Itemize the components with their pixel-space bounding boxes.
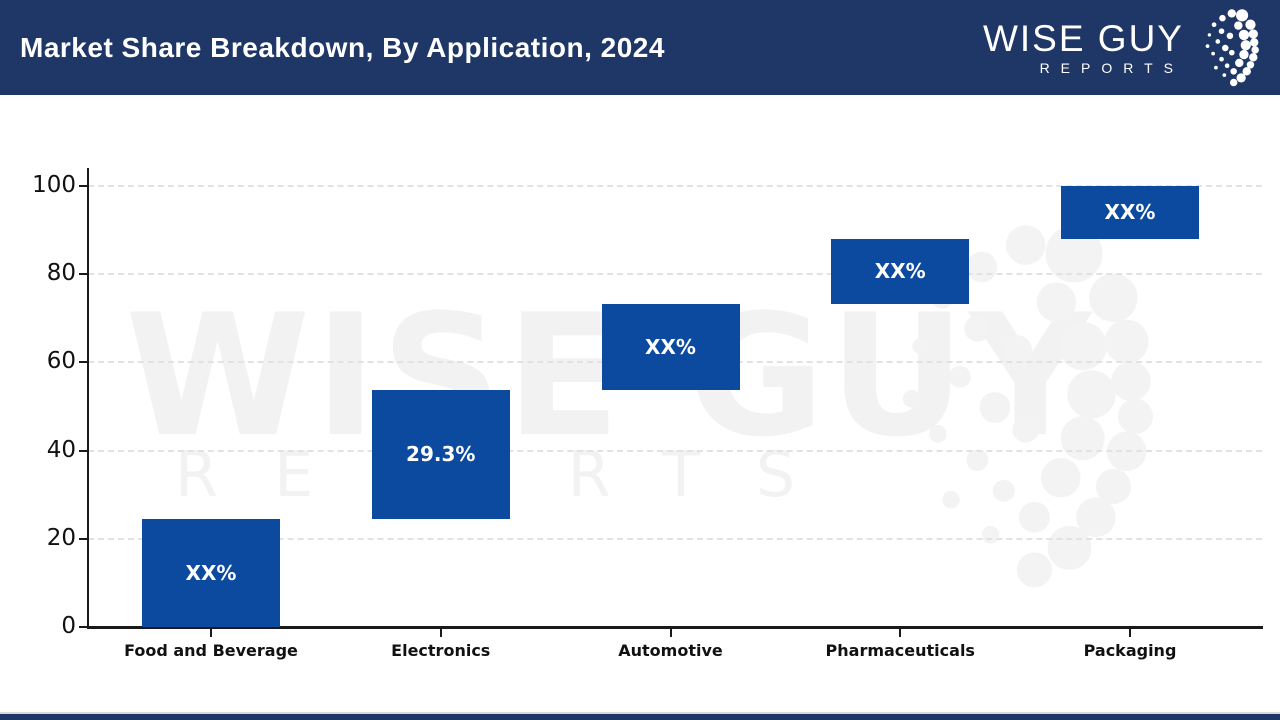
x-category-label: Pharmaceuticals bbox=[825, 641, 975, 660]
logo-head-icon bbox=[1205, 8, 1259, 86]
logo-text: WISE GUY REPORTS bbox=[983, 20, 1184, 76]
waterfall-bar-2: 29.3% bbox=[371, 389, 510, 519]
gridline-y-40 bbox=[88, 449, 1262, 452]
footer-divider bbox=[0, 712, 1280, 714]
logo-subtext: REPORTS bbox=[1039, 59, 1184, 76]
gridline-y-20 bbox=[88, 537, 1262, 540]
y-axis-tick-label: 80 bbox=[46, 260, 76, 287]
footer-bar bbox=[0, 714, 1280, 720]
x-category-label: Packaging bbox=[1083, 641, 1177, 660]
x-axis-tick-mark bbox=[210, 629, 212, 637]
y-axis-tick-label: 100 bbox=[32, 172, 76, 198]
x-axis-line bbox=[87, 626, 1263, 629]
chart-title: Market Share Breakdown, By Application, … bbox=[20, 31, 665, 63]
gridline-y-80 bbox=[88, 273, 1262, 276]
x-category-label: Food and Beverage bbox=[124, 641, 298, 660]
bar-value-label: XX% bbox=[645, 334, 696, 359]
logo-wordmark: WISE GUY bbox=[982, 17, 1184, 59]
y-axis-tick-mark bbox=[79, 537, 88, 540]
bar-value-label: XX% bbox=[874, 259, 926, 284]
y-axis-tick-mark bbox=[79, 185, 88, 187]
chart-area: 0 20 40 60 80 100 XX% Food and Beverage 29.3% Ele… bbox=[0, 95, 1280, 715]
waterfall-bar-4: XX% bbox=[831, 238, 970, 304]
x-axis-tick-mark bbox=[1129, 629, 1131, 637]
waterfall-bar-1: XX% bbox=[142, 518, 280, 627]
y-axis-tick-label: 40 bbox=[46, 436, 76, 463]
gridline-y-100 bbox=[88, 185, 1262, 187]
wise-guy-reports-logo: WISE GUY REPORTS bbox=[983, 0, 1266, 95]
x-category-label: Automotive bbox=[618, 641, 723, 660]
bar-value-label: XX% bbox=[1104, 200, 1156, 225]
bar-value-label: XX% bbox=[185, 560, 237, 585]
y-axis-tick-mark bbox=[79, 361, 88, 364]
x-axis-tick-mark bbox=[669, 629, 672, 637]
y-axis-line bbox=[87, 168, 89, 629]
x-category-label: Electronics bbox=[391, 641, 491, 660]
bar-value-label: 29.3% bbox=[406, 442, 476, 467]
x-axis-tick-mark bbox=[899, 629, 902, 637]
x-axis-tick-mark bbox=[439, 629, 442, 637]
header-banner: Market Share Breakdown, By Application, … bbox=[0, 0, 1280, 95]
y-axis-tick-mark bbox=[79, 449, 88, 452]
y-axis-tick-label: 20 bbox=[46, 524, 76, 551]
y-axis-tick-mark bbox=[79, 273, 88, 276]
y-axis-tick-label: 0 bbox=[61, 613, 76, 639]
y-axis-tick-label: 60 bbox=[46, 348, 76, 375]
waterfall-bar-5: XX% bbox=[1061, 186, 1199, 239]
y-axis-tick-mark bbox=[79, 626, 88, 628]
waterfall-bar-3: XX% bbox=[601, 303, 740, 390]
